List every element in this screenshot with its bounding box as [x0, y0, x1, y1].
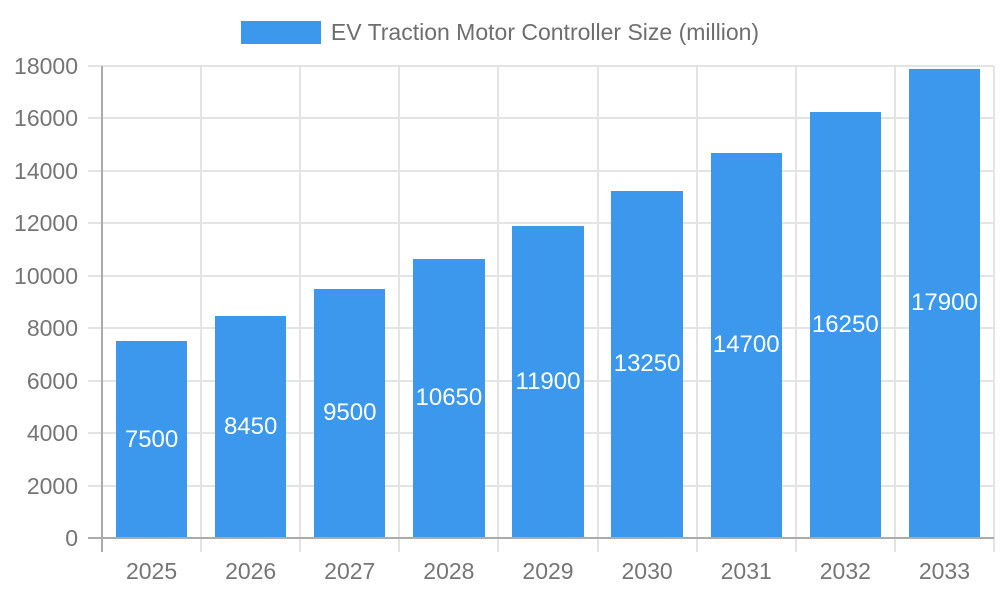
- y-tick-label: 0: [65, 525, 78, 551]
- y-tick-label: 10000: [14, 262, 78, 289]
- bar-value-label: 11900: [515, 367, 581, 395]
- legend: EV Traction Motor Controller Size (milli…: [0, 18, 1000, 46]
- x-tick-label: 2033: [918, 558, 971, 584]
- bar-value-label: 8450: [223, 413, 278, 441]
- y-tick-label: 4000: [26, 420, 78, 447]
- y-axis-line: [101, 66, 103, 552]
- bar-2032: [809, 111, 881, 538]
- y-gridline: [88, 65, 994, 67]
- x-gridline: [596, 66, 599, 552]
- x-gridline: [993, 66, 995, 552]
- y-tick-label: 2000: [26, 472, 78, 499]
- x-tick-label: 2029: [522, 558, 574, 584]
- bar-2025: [115, 341, 188, 538]
- bar-value-label: 17900: [911, 289, 978, 317]
- x-tick-label: 2028: [423, 558, 475, 584]
- x-tick-label: 2032: [819, 558, 871, 584]
- x-tick-label: 2031: [720, 558, 772, 584]
- y-gridline: [88, 169, 994, 172]
- x-gridline: [695, 66, 698, 552]
- bar-value-label: 10650: [415, 384, 483, 412]
- x-tick-label: 2025: [125, 558, 178, 584]
- bar-2033: [908, 68, 981, 538]
- y-tick-label: 18000: [14, 53, 78, 79]
- x-gridline: [794, 66, 797, 552]
- bar-value-label: 9500: [323, 399, 377, 427]
- x-tick-label: 2027: [324, 558, 376, 584]
- bar-2028: [413, 258, 485, 538]
- bar-2026: [214, 316, 287, 538]
- legend-label: EV Traction Motor Controller Size (milli…: [330, 18, 760, 45]
- y-tick-label: 16000: [14, 105, 78, 132]
- y-gridline: [88, 222, 994, 225]
- bar-value-label: 16250: [811, 310, 879, 338]
- bar-value-label: 13250: [613, 350, 681, 378]
- x-gridline: [200, 66, 203, 552]
- x-axis-line: [88, 537, 994, 539]
- y-tick-label: 14000: [14, 157, 78, 184]
- x-gridline: [299, 66, 302, 552]
- y-tick-label: 12000: [14, 210, 78, 237]
- x-gridline: [497, 66, 500, 552]
- y-tick-label: 6000: [26, 367, 78, 394]
- bar-2029: [512, 225, 584, 538]
- y-tick-label: 8000: [26, 315, 78, 342]
- x-gridline: [893, 66, 896, 552]
- plot-area: 7500 8450 9500 10650 11900 13250 14700 16250 179…: [88, 65, 995, 552]
- bar-2031: [710, 152, 782, 538]
- bar-2027: [314, 288, 386, 538]
- legend-swatch: [240, 20, 321, 44]
- bar-value-label: 7500: [124, 425, 179, 453]
- y-gridline: [88, 117, 994, 120]
- x-tick-label: 2026: [225, 558, 277, 584]
- x-gridline: [398, 66, 401, 552]
- bar-value-label: 14700: [712, 331, 780, 359]
- x-tick-label: 2030: [621, 558, 673, 584]
- bar-2030: [611, 190, 683, 538]
